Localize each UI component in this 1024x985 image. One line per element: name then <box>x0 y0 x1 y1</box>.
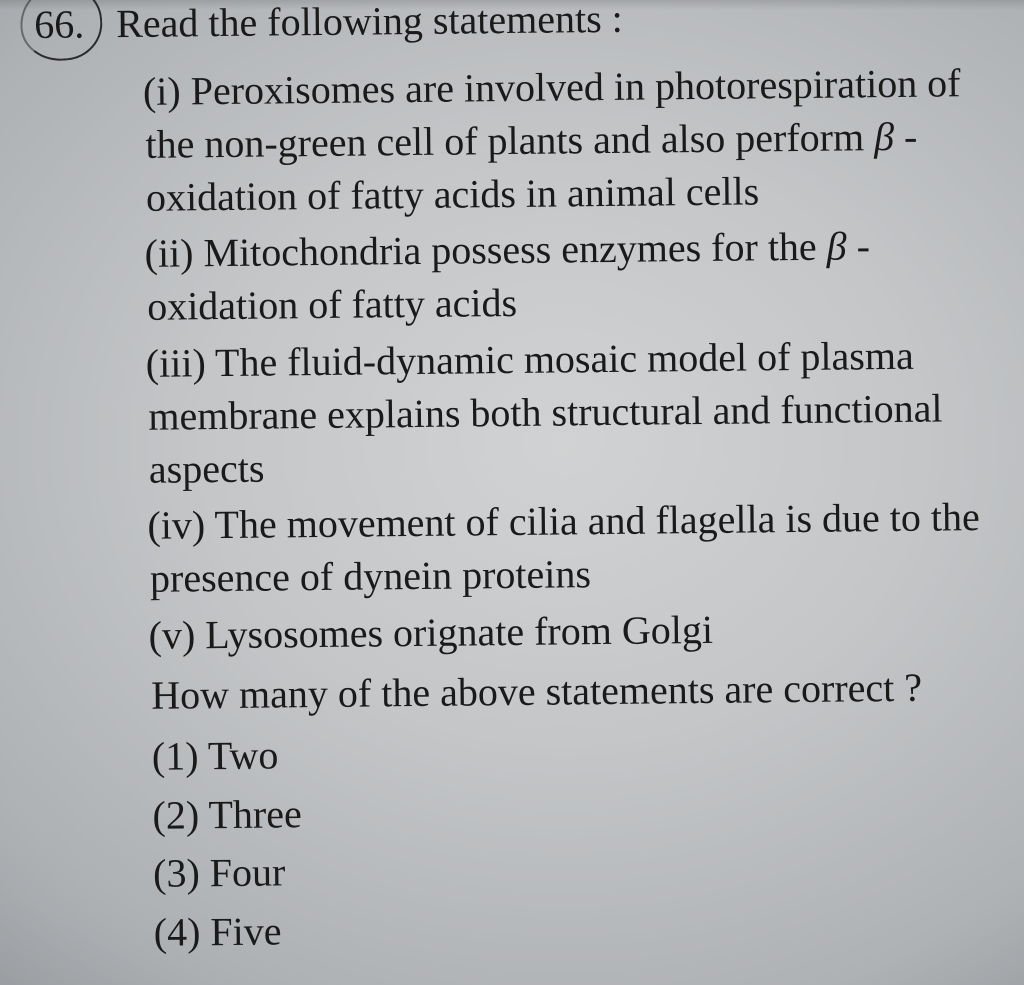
statement-text-a: Peroxisomes are involved in photorespira… <box>145 60 960 166</box>
option-text: Three <box>208 791 302 837</box>
statement-label: (ii) <box>144 231 193 277</box>
question-number: 66. <box>34 0 84 48</box>
option-label: (3) <box>153 850 200 895</box>
sub-question: How many of the above statements are cor… <box>151 660 988 722</box>
question-stem: Read the following statements : <box>116 0 623 49</box>
statement-v: (v) Lysosomes orignate from Golgi <box>150 601 987 663</box>
option-label: (1) <box>152 734 199 779</box>
option-text: Five <box>210 908 282 954</box>
statement-label: (v) <box>148 612 195 657</box>
option-text: Two <box>208 733 279 779</box>
question-header-row: 66. Read the following statements : <box>26 0 981 61</box>
option-label: (2) <box>152 792 199 837</box>
statement-text-a: The fluid-dynamic mosaic model of plasma… <box>148 333 943 492</box>
option-text: Four <box>210 850 286 896</box>
question-number-wrap: 66. <box>26 0 99 61</box>
option-label: (4) <box>153 909 200 954</box>
statement-i: (i) Peroxisomes are involved in photores… <box>145 57 983 224</box>
question-block: 66. Read the following statements : (i) … <box>0 0 1024 963</box>
option-1: (1) Two <box>152 719 989 786</box>
statement-label: (iv) <box>147 503 205 549</box>
option-4: (4) Five <box>153 895 990 962</box>
statement-iii: (iii) The fluid-dynamic mosaic model of … <box>148 329 986 496</box>
statement-text-a: Lysosomes orignate from Golgi <box>205 607 713 657</box>
option-3: (3) Four <box>153 836 990 903</box>
statement-label: (i) <box>143 68 181 113</box>
statement-iv: (iv) The movement of cilia and flagella … <box>149 491 986 605</box>
statement-text-a: The movement of cilia and flagella is du… <box>150 494 980 600</box>
statement-ii: (ii) Mitochondria possess enzymes for th… <box>146 219 983 333</box>
beta-symbol: β <box>874 114 894 159</box>
question-body: (i) Peroxisomes are involved in photores… <box>145 57 990 962</box>
option-2: (2) Three <box>152 778 989 845</box>
statement-label: (iii) <box>146 340 206 386</box>
beta-symbol: β <box>826 224 846 269</box>
statement-text-a: Mitochondria possess enzymes for the <box>203 224 827 276</box>
